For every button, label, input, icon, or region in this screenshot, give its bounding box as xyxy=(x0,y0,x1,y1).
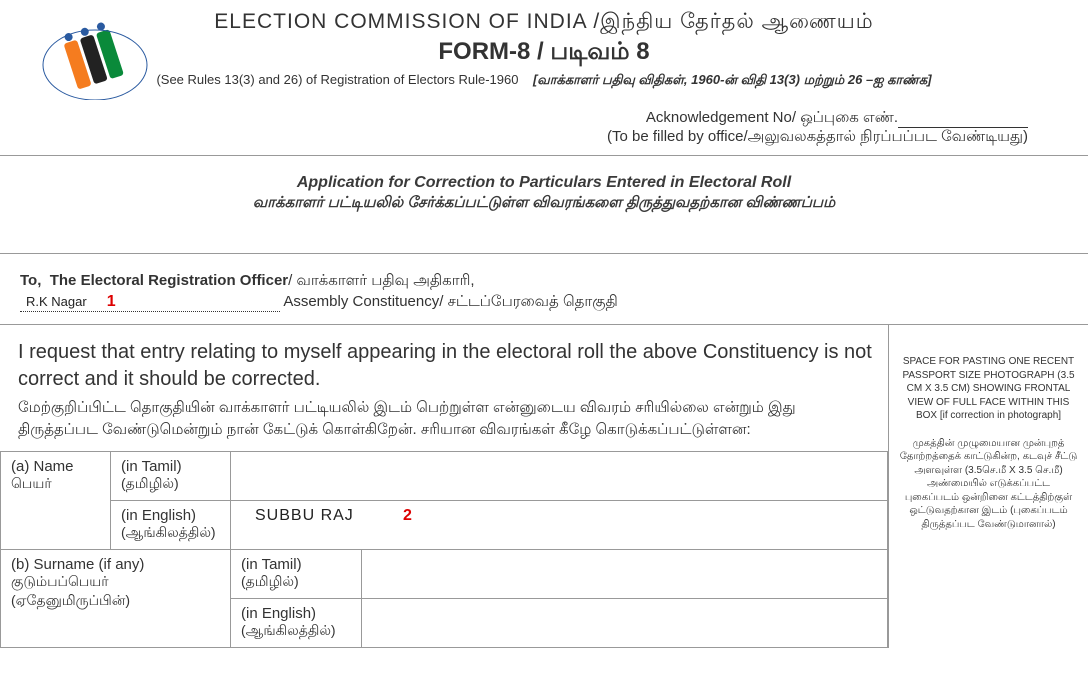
surname-tamil-label-ta: (தமிழில்) xyxy=(241,573,351,592)
name-english-input[interactable]: SUBBU RAJ 2 xyxy=(231,500,888,549)
name-english-label-ta: (ஆங்கிலத்தில்) xyxy=(121,524,220,543)
to-label: To, xyxy=(20,272,41,289)
surname-english-label-en: (in English) xyxy=(241,605,351,622)
photo-instructions-en: SPACE FOR PASTING ONE RECENT PASSPORT SI… xyxy=(899,355,1078,423)
eci-logo xyxy=(35,20,155,100)
ack-label-en: Acknowledgement No/ xyxy=(646,109,796,126)
rules-ta: [வாக்காளர் பதிவு விதிகள், 1960-ன் விதி 1… xyxy=(533,72,932,87)
form-subtitle: Application for Correction to Particular… xyxy=(0,156,1088,254)
ack-sub-ta: அலுவலகத்தால் நிரப்பப்பட வேண்டியது) xyxy=(748,128,1028,145)
constituency-value: R.K Nagar xyxy=(26,294,87,309)
subtitle-ta: வாக்காளர் பட்டியலில் சேர்க்கப்பட்டுள்ள வ… xyxy=(10,194,1078,213)
constituency-input[interactable]: R.K Nagar 1 xyxy=(20,294,280,312)
subtitle-en: Application for Correction to Particular… xyxy=(10,174,1078,192)
header-title-en: ELECTION COMMISSION OF INDIA / xyxy=(214,10,600,33)
surname-tamil-label-en: (in Tamil) xyxy=(241,556,351,573)
officer-ta: / வாக்காளர் பதிவு அதிகாரி, xyxy=(288,272,474,289)
name-english-value: SUBBU RAJ xyxy=(241,507,354,524)
form-number-en: FORM-8 / xyxy=(438,38,543,65)
name-tamil-label-ta: (தமிழில்) xyxy=(121,475,220,494)
name-tamil-label-en: (in Tamil) xyxy=(121,458,220,475)
assembly-constituency-en: Assembly Constituency/ xyxy=(280,293,443,310)
ack-sub-en: (To be filled by office/ xyxy=(607,128,748,145)
annotation-marker-2: 2 xyxy=(403,507,412,524)
header-title-ta: இந்திய தேர்தல் ஆணையம் xyxy=(600,10,874,33)
request-ta: மேற்குறிப்பிட்ட தொகுதியின் வாக்காளர் பட்… xyxy=(18,397,874,441)
form-number-ta: படிவம் 8 xyxy=(550,38,649,65)
request-declaration: I request that entry relating to myself … xyxy=(0,325,888,451)
photo-pasting-area: SPACE FOR PASTING ONE RECENT PASSPORT SI… xyxy=(888,325,1088,648)
form-header: ELECTION COMMISSION OF INDIA /இந்திய தேர… xyxy=(0,0,1088,156)
surname-english-label-ta: (ஆங்கிலத்தில்) xyxy=(241,622,351,641)
officer-en: The Electoral Registration Officer xyxy=(50,272,288,289)
ack-label-ta: ஒப்புகை எண். xyxy=(800,109,898,126)
surname-english-input[interactable] xyxy=(361,598,887,647)
name-label-en: (a) Name xyxy=(11,458,100,475)
request-en: I request that entry relating to myself … xyxy=(18,339,874,393)
surname-label-ta2: (ஏதேனுமிருப்பின்) xyxy=(11,592,220,611)
addressee-section: To, The Electoral Registration Officer/ … xyxy=(0,254,1088,325)
particulars-table: (a) Name பெயர் (in Tamil) (தமிழில்) (in … xyxy=(0,451,888,648)
name-tamil-input[interactable] xyxy=(231,451,888,500)
annotation-marker-1: 1 xyxy=(107,293,116,310)
surname-label-en: (b) Surname (if any) xyxy=(11,556,220,573)
rules-en: (See Rules 13(3) and 26) of Registration… xyxy=(156,72,518,87)
surname-label-ta1: குடும்பப்பெயர் xyxy=(11,573,220,592)
photo-instructions-ta: முகத்தின் முழுமையான முன்புறத் தோற்றத்தைக… xyxy=(899,437,1078,532)
name-label-ta: பெயர் xyxy=(11,475,100,494)
name-english-label-en: (in English) xyxy=(121,507,220,524)
assembly-constituency-ta: சட்டப்பேரவைத் தொகுதி xyxy=(443,293,617,310)
surname-tamil-input[interactable] xyxy=(361,550,887,599)
